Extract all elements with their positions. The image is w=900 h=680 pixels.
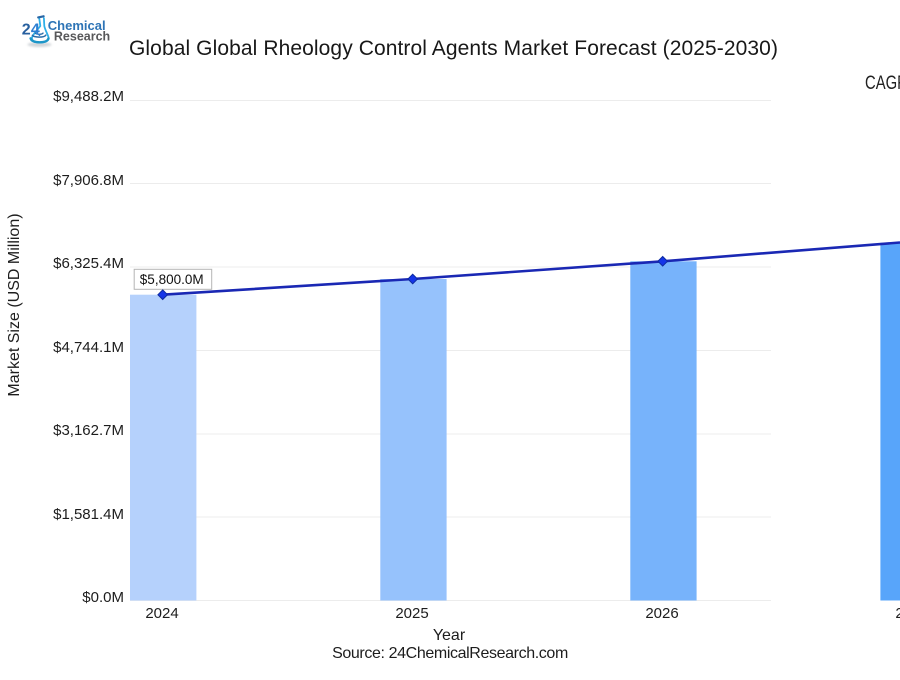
svg-text:Research: Research [54,29,110,43]
svg-text:4: 4 [31,22,40,39]
svg-text:Chemical: Chemical [48,18,106,33]
svg-text:2: 2 [22,22,31,39]
